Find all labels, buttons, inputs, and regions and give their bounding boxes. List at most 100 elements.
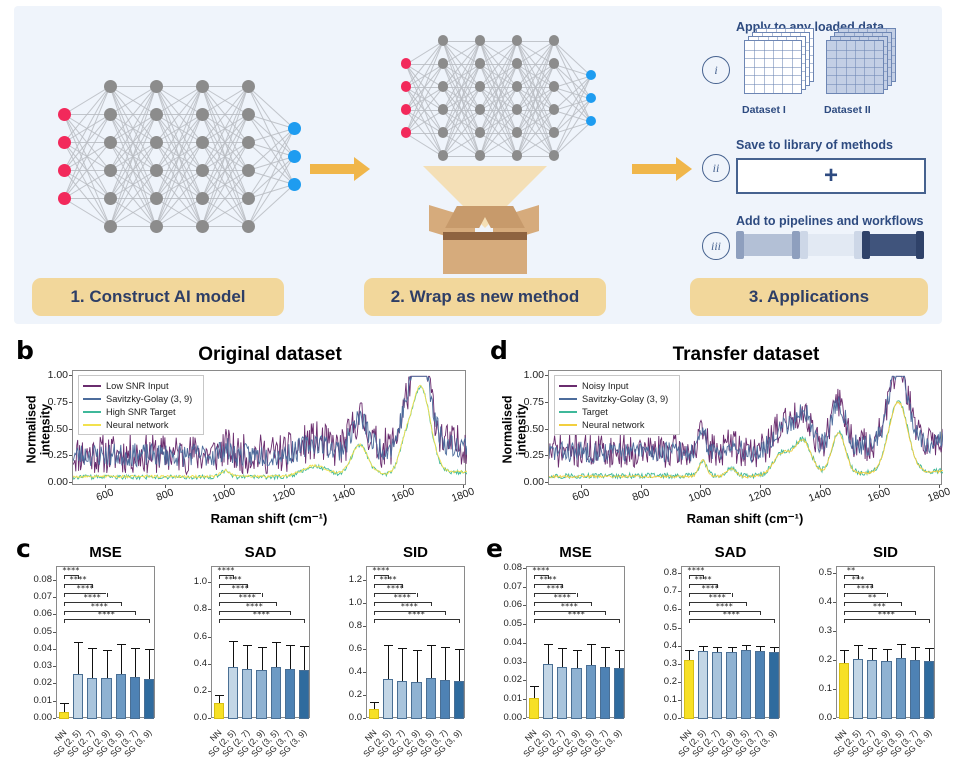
significance-tick [374,592,376,597]
bar-SG (3, 5) [425,678,436,719]
significance-stars: **** [90,601,109,611]
error-bar [134,647,136,678]
plot-area-SID: ** *** **** ** *** **** [836,566,935,719]
y-tick [523,624,526,626]
roman-numeral-iii: iii [702,232,730,260]
nn-node-h [511,81,523,92]
significance-stars: ** [846,566,856,576]
chart-legend: Low SNR Input Savitzky-Golay (3, 9) High S… [78,375,204,435]
significance-tick [548,575,550,580]
nn-edge [202,86,248,87]
error-bar [604,647,606,667]
y-tick [69,428,72,430]
add-method-button[interactable]: + [736,158,926,194]
nn-node-h [103,191,117,205]
x-tick-label: 1200 [746,485,773,505]
significance-tick [745,601,747,606]
error-bar [120,643,122,675]
y-tick-label: 0.00 [33,712,53,723]
y-tick-label: 0.25 [47,449,68,462]
significance-tick [374,619,376,624]
significance-tick [430,601,432,606]
bar-SG (3, 5) [115,674,126,719]
y-tick-label: 0.7 [663,585,677,597]
y-tick [545,428,548,430]
spectra-traces [73,375,467,481]
sheet-gridline-h [827,84,883,85]
nn-edge [480,155,517,157]
subchart-title-MSE: MSE [559,544,592,561]
significance-tick [64,592,66,597]
x-tick [939,485,940,488]
y-tick [678,627,681,629]
significance-line [64,601,121,603]
bar-SG (2, 5) [853,658,864,719]
significance-line [219,619,304,621]
y-tick-label: 0.01 [33,694,53,706]
bar-SG (2, 7) [87,677,98,719]
significance-tick [689,610,691,615]
bar-SG (3, 7) [599,666,610,719]
y-tick [53,597,56,599]
significance-tick [534,592,536,597]
bar-NN [213,702,225,719]
y-tick [69,481,72,483]
error-cap [910,646,920,648]
significance-tick [374,584,376,589]
neural-network-icon [14,6,597,206]
error-cap [769,646,779,648]
significance-stars: **** [69,575,87,585]
nn-node-h [437,81,449,92]
significance-stars: **** [83,592,101,602]
arrow-right-icon [632,157,692,181]
y-tick-label: 0.03 [503,655,523,667]
significance-stars: **** [393,592,411,602]
bar-SG (3, 7) [129,677,140,719]
error-cap [412,649,422,651]
significance-tick [703,575,705,580]
pipeline-joint [792,231,800,259]
nn-node-h [241,135,255,149]
error-cap [116,643,126,645]
significance-tick [886,592,888,597]
nn-edge [202,226,248,227]
nn-node-h [511,104,523,115]
error-bar [562,647,564,667]
error-cap [685,650,695,652]
significance-stars: **** [97,610,116,620]
significance-stars: **** [715,601,734,611]
nn-node-h [195,107,209,121]
significance-stars: **** [856,583,874,593]
x-tick-label: 1400 [806,485,833,505]
bar-NN [528,697,540,719]
error-cap [398,648,408,650]
bar-SG (3, 5) [895,658,906,719]
legend-label: Target [582,406,608,417]
nn-node-h [474,58,486,69]
y-tick [545,455,548,457]
bar-SG (3, 5) [585,664,596,719]
sheet-gridline-h [745,75,801,77]
significance-stars: **** [539,575,557,585]
chart-title: Transfer dataset [672,344,820,365]
significance-tick [844,592,846,597]
nn-node-h [149,219,163,233]
nn-node-h [548,35,560,46]
significance-line [689,575,704,577]
nn-node-h [149,135,163,149]
y-tick [208,582,211,584]
error-bar [78,642,80,675]
significance-tick [219,592,221,597]
significance-tick [928,619,930,624]
y-tick [545,401,548,403]
y-tick [545,481,548,483]
error-bar [303,645,305,671]
bar-SG (2, 7) [867,660,878,719]
y-tick-label: 0.6 [663,603,677,615]
x-tick-label: 800 [154,486,175,504]
nn-node-h [474,150,486,161]
error-cap [426,645,436,647]
y-tick [678,681,681,683]
dataset-stack-ii [826,28,906,102]
nn-node-h [103,135,117,149]
